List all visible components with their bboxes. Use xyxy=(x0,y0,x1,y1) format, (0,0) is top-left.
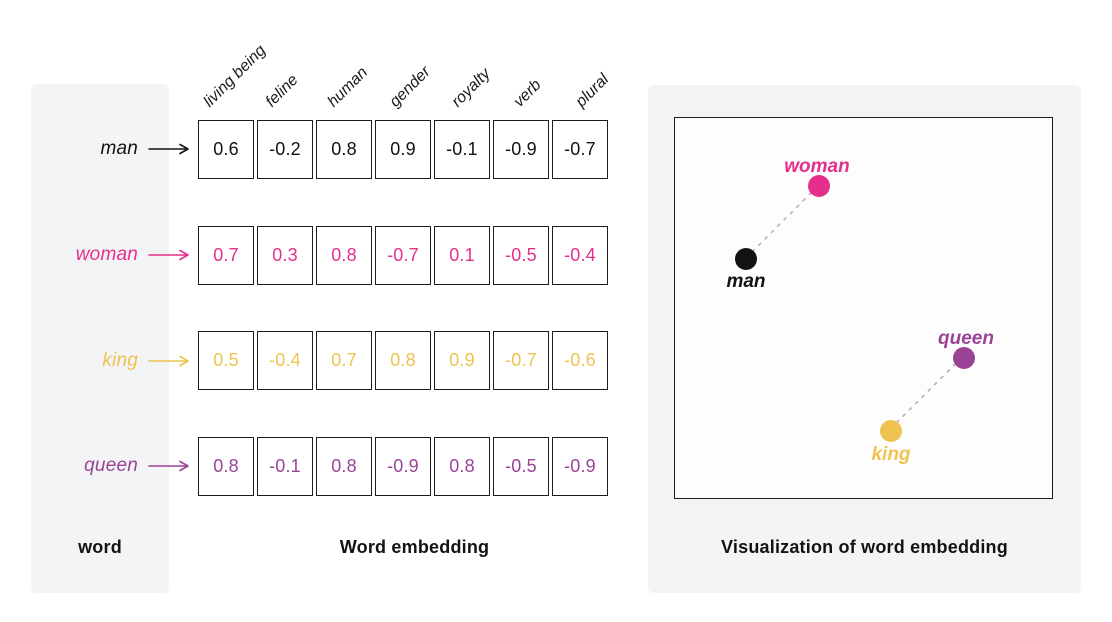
embedding-cell: -0.4 xyxy=(552,226,608,285)
word-column-caption: word xyxy=(78,537,122,557)
word-label-man: man xyxy=(100,138,138,159)
feature-header-feline: feline xyxy=(262,71,302,111)
embedding-cell: -0.9 xyxy=(552,437,608,496)
embedding-cell: 0.9 xyxy=(375,120,431,179)
embedding-cell: 0.7 xyxy=(316,331,372,390)
embedding-cell: 0.3 xyxy=(257,226,313,285)
word-label-king: king xyxy=(102,350,138,371)
right-arrow-icon xyxy=(148,355,189,367)
embedding-caption: Word embedding xyxy=(339,537,490,557)
word-panel xyxy=(31,84,169,593)
plot-point-king xyxy=(880,420,902,442)
embedding-row-queen: 0.8 -0.1 0.8 -0.9 0.8 -0.5 -0.9 xyxy=(198,437,608,496)
embedding-cell: 0.8 xyxy=(316,120,372,179)
embedding-cell: -0.4 xyxy=(257,331,313,390)
embedding-cell: 0.8 xyxy=(434,437,490,496)
feature-header-plural: plural xyxy=(572,70,613,111)
embedding-cell: -0.1 xyxy=(434,120,490,179)
word-label-woman: woman xyxy=(75,244,138,265)
embedding-cell: -0.5 xyxy=(493,437,549,496)
embedding-cell: -0.2 xyxy=(257,120,313,179)
embedding-cell: 0.9 xyxy=(434,331,490,390)
embedding-cell: -0.7 xyxy=(493,331,549,390)
embedding-cell: 0.8 xyxy=(375,331,431,390)
connection-lines xyxy=(745,185,964,430)
word-row-king: king xyxy=(31,347,190,375)
embedding-plot: woman man queen king xyxy=(674,117,1053,499)
word-row-queen: queen xyxy=(31,452,190,480)
plot-point-queen xyxy=(953,347,975,369)
feature-header-royalty: royalty xyxy=(448,65,494,111)
embedding-cell: -0.7 xyxy=(375,226,431,285)
word-label-queen: queen xyxy=(84,455,138,476)
embedding-cell: -0.6 xyxy=(552,331,608,390)
king-queen-dashed-line xyxy=(889,356,964,430)
right-arrow-icon xyxy=(148,249,189,261)
embedding-cell: 0.8 xyxy=(198,437,254,496)
feature-header-gender: gender xyxy=(386,63,434,111)
plot-point-man xyxy=(735,248,757,270)
feature-header-living-being: living being xyxy=(200,41,270,111)
embedding-cell: 0.6 xyxy=(198,120,254,179)
embedding-cell: -0.1 xyxy=(257,437,313,496)
embedding-cell: -0.9 xyxy=(375,437,431,496)
plot-label-king: king xyxy=(871,444,911,465)
right-arrow-icon xyxy=(148,460,189,472)
embedding-cell: -0.9 xyxy=(493,120,549,179)
plot-label-woman: woman xyxy=(784,156,850,177)
plot-label-queen: queen xyxy=(938,328,994,349)
embedding-cell: 0.8 xyxy=(316,226,372,285)
embedding-cell: 0.1 xyxy=(434,226,490,285)
word-row-woman: woman xyxy=(31,241,190,269)
embedding-row-king: 0.5 -0.4 0.7 0.8 0.9 -0.7 -0.6 xyxy=(198,331,608,390)
feature-header-human: human xyxy=(324,63,372,111)
plot-point-woman xyxy=(808,175,830,197)
embedding-cell: 0.7 xyxy=(198,226,254,285)
plot-label-man: man xyxy=(726,271,766,292)
visualization-caption: Visualization of word embedding xyxy=(721,537,1008,557)
embedding-row-woman: 0.7 0.3 0.8 -0.7 0.1 -0.5 -0.4 xyxy=(198,226,608,285)
embedding-cell: 0.5 xyxy=(198,331,254,390)
word-row-man: man xyxy=(31,135,190,163)
right-arrow-icon xyxy=(148,143,189,155)
embedding-cell: -0.7 xyxy=(552,120,608,179)
embedding-row-man: 0.6 -0.2 0.8 0.9 -0.1 -0.9 -0.7 xyxy=(198,120,608,179)
embedding-cell: 0.8 xyxy=(316,437,372,496)
feature-header-verb: verb xyxy=(510,76,545,111)
embedding-cell: -0.5 xyxy=(493,226,549,285)
man-woman-dashed-line xyxy=(745,185,819,259)
